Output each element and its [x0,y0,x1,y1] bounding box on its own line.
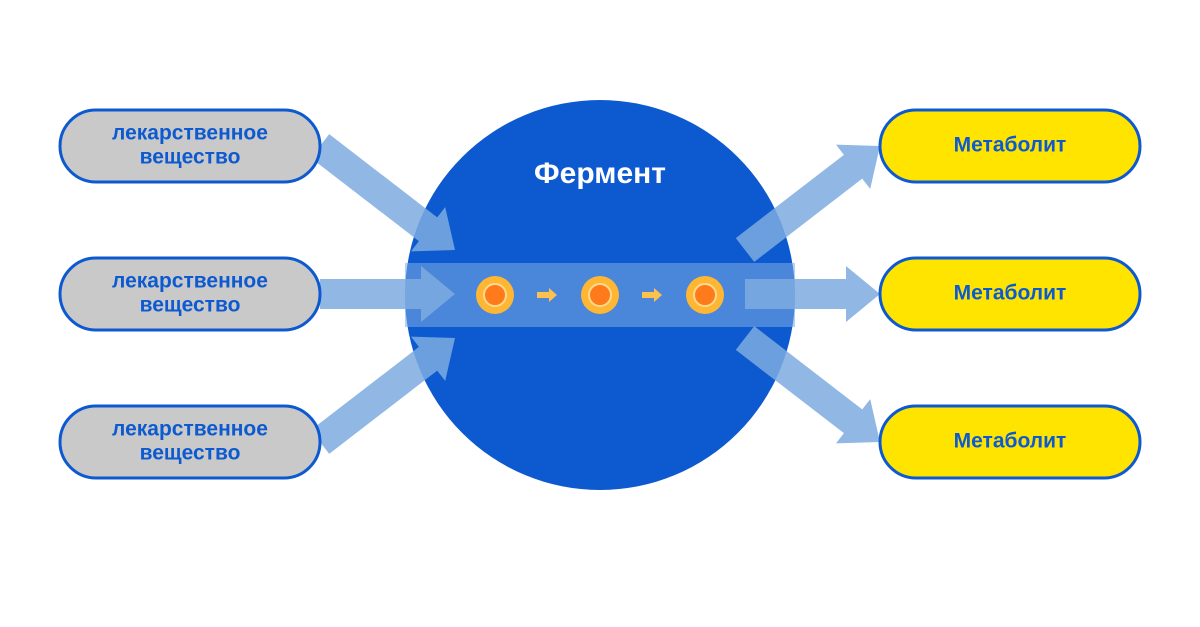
output-pill-2-label: Метаболит [954,430,1067,453]
output-pill-1-label: Метаболит [954,282,1067,305]
input-pill-2-label: вещество [140,442,241,465]
input-pill-1-label: вещество [140,294,241,317]
output-pill-2: Метаболит [880,406,1140,478]
input-pill-0: лекарственноевещество [60,110,320,182]
input-pill-2: лекарственноевещество [60,406,320,478]
input-pill-2-label: лекарственное [112,418,268,441]
input-pill-0-label: лекарственное [112,122,268,145]
arrow-in-0 [311,134,455,251]
output-pill-1: Метаболит [880,258,1140,330]
process-dot-2 [686,276,724,314]
input-pill-0-label: вещество [140,146,241,169]
process-dot-0 [476,276,514,314]
output-pill-0-label: Метаболит [954,134,1067,157]
output-pill-0: Метаболит [880,110,1140,182]
input-pill-1-label: лекарственное [112,270,268,293]
enzyme-label: Фермент [534,157,666,190]
input-pill-1: лекарственноевещество [60,258,320,330]
process-dot-1 [581,276,619,314]
